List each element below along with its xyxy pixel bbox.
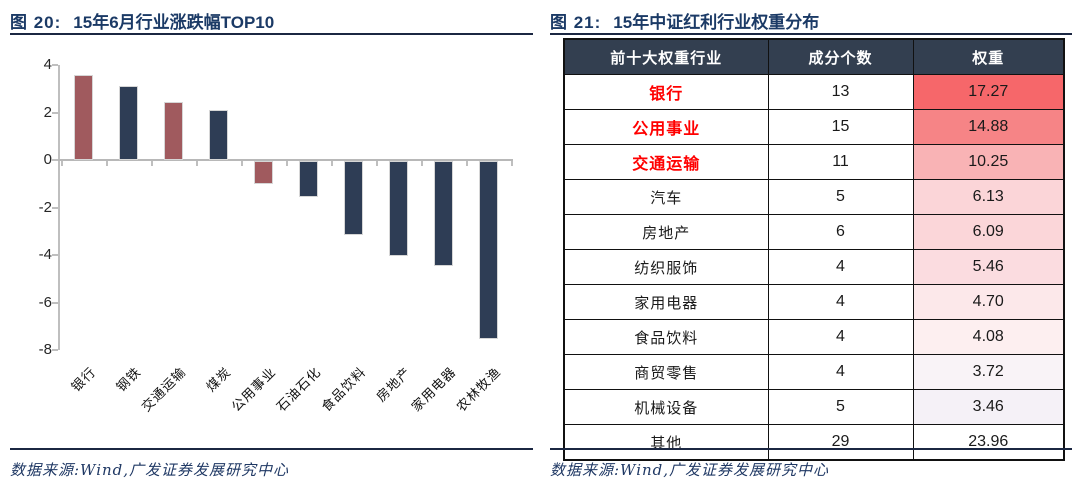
x-axis-tick — [376, 161, 378, 166]
weight-cell: 14.88 — [912, 109, 1065, 145]
y-axis-tick — [52, 64, 58, 66]
y-axis-label: 4 — [43, 56, 52, 73]
figure-21-source-note: 数据来源:Wind,广发证券发展研究中心 — [550, 448, 1072, 480]
y-axis-label: -6 — [38, 293, 52, 311]
table-header-cell: 前十大权重行业 — [563, 38, 769, 75]
figure-20-source-note: 数据来源:Wind,广发证券发展研究中心 — [10, 448, 533, 480]
y-axis-label: -8 — [38, 341, 52, 358]
industry-cell: 交通运输 — [563, 144, 769, 180]
industry-cell: 纺织服饰 — [563, 249, 769, 285]
industry-cell: 食品饮料 — [563, 319, 769, 355]
figure-21-panel: 图 21: 15年中证红利行业权重分布 前十大权重行业 成分个数 权重 银行 13 17… — [550, 8, 1072, 480]
weight-cell: 17.27 — [912, 74, 1065, 110]
industry-cell: 汽车 — [563, 179, 769, 215]
x-axis-tick — [466, 161, 468, 166]
weight-cell: 6.09 — [912, 214, 1065, 250]
y-axis-tick — [52, 206, 58, 209]
figure-21-title-text: 15年中证红利行业权重分布 — [613, 13, 820, 32]
constituent-count-cell: 4 — [767, 354, 914, 390]
industry-cell: 家用电器 — [563, 284, 769, 320]
industry-cell: 房地产 — [563, 214, 769, 250]
industry-cell: 商贸零售 — [563, 354, 769, 390]
table-row: 纺织服饰 4 5.46 — [563, 249, 1065, 285]
y-axis-tick — [52, 111, 58, 114]
x-axis-tick — [331, 161, 333, 166]
y-axis-label: 0 — [43, 151, 52, 168]
figure-21-title: 图 21: 15年中证红利行业权重分布 — [550, 8, 1072, 35]
weight-cell: 6.13 — [912, 179, 1065, 215]
industry-cell: 其他 — [563, 424, 769, 461]
table-row: 汽车 5 6.13 — [563, 179, 1065, 215]
x-axis-tick — [241, 161, 243, 166]
bar-农林牧渔 — [479, 161, 498, 340]
x-axis-tick — [61, 161, 63, 166]
constituent-count-cell: 4 — [767, 249, 914, 285]
constituent-count-cell: 11 — [767, 144, 914, 180]
table-row: 公用事业 15 14.88 — [563, 109, 1065, 145]
x-axis-tick — [106, 161, 108, 166]
bar-钢铁 — [119, 86, 138, 160]
figure-20-title-text: 15年6月行业涨跌幅TOP10 — [73, 13, 275, 32]
weight-cell: 4.08 — [912, 319, 1065, 355]
weight-cell: 3.72 — [912, 354, 1065, 390]
figure-20-panel: 图 20: 15年6月行业涨跌幅TOP10 4 2 0 -2 -4 -6 -8 银行 钢铁 交通运… — [10, 8, 533, 480]
bar-银行 — [74, 74, 93, 160]
y-axis-label: -2 — [38, 198, 52, 216]
bar-交通运输 — [164, 101, 183, 160]
bar-石油石化 — [299, 161, 318, 197]
bar-家用电器 — [434, 161, 453, 266]
constituent-count-cell: 4 — [767, 319, 914, 355]
table-row: 机械设备 5 3.46 — [563, 389, 1065, 425]
x-axis-tick — [151, 161, 153, 166]
weight-cell: 3.46 — [912, 389, 1065, 425]
table-row: 房地产 6 6.09 — [563, 214, 1065, 250]
weight-cell: 23.96 — [912, 424, 1065, 461]
bar-房地产 — [389, 161, 408, 256]
constituent-count-cell: 6 — [767, 214, 914, 250]
constituent-count-cell: 4 — [767, 284, 914, 320]
x-axis-tick — [421, 161, 423, 166]
x-axis — [58, 159, 513, 161]
table-row: 食品饮料 4 4.08 — [563, 319, 1065, 355]
y-axis-label: -4 — [38, 246, 52, 263]
y-axis-tick — [52, 159, 58, 161]
weight-cell: 4.70 — [912, 284, 1065, 320]
constituent-count-cell: 5 — [767, 179, 914, 215]
constituent-count-cell: 29 — [767, 424, 914, 461]
bar-chart: 4 2 0 -2 -4 -6 -8 银行 钢铁 交通运输 煤炭 公用事业 石油石化 食品饮料 房地产 家用电器… — [10, 35, 533, 441]
industry-cell: 公用事业 — [563, 109, 769, 145]
table-header-cell: 权重 — [912, 38, 1065, 75]
constituent-count-cell: 5 — [767, 389, 914, 425]
y-axis-tick — [52, 301, 58, 304]
bar-食品饮料 — [344, 161, 363, 235]
weight-cell: 5.46 — [912, 249, 1065, 285]
y-axis-tick — [52, 254, 58, 256]
y-axis-tick — [52, 349, 58, 351]
table-row: 商贸零售 4 3.72 — [563, 354, 1065, 390]
constituent-count-cell: 13 — [767, 74, 914, 110]
bar-公用事业 — [254, 161, 273, 184]
table-row: 银行 13 17.27 — [563, 74, 1065, 110]
figure-20-title: 图 20: 15年6月行业涨跌幅TOP10 — [10, 8, 533, 35]
table-row: 其他 29 23.96 — [563, 424, 1065, 461]
industry-cell: 银行 — [563, 74, 769, 110]
figure-20-number: 图 20: — [10, 13, 62, 32]
table-header-cell: 成分个数 — [767, 38, 914, 75]
x-axis-tick — [286, 161, 288, 166]
weights-table: 前十大权重行业 成分个数 权重 银行 13 17.27 公用事业 15 14.88 交通运输 11… — [563, 38, 1065, 461]
y-axis — [58, 65, 60, 350]
weight-cell: 10.25 — [912, 144, 1065, 180]
y-axis-label: 2 — [43, 103, 52, 121]
table-row: 交通运输 11 10.25 — [563, 144, 1065, 180]
x-axis-tick — [196, 161, 198, 166]
table-row: 家用电器 4 4.70 — [563, 284, 1065, 320]
industry-cell: 机械设备 — [563, 389, 769, 425]
constituent-count-cell: 15 — [767, 109, 914, 145]
bar-煤炭 — [209, 110, 228, 160]
figure-21-number: 图 21: — [550, 13, 602, 32]
table-header-row: 前十大权重行业 成分个数 权重 — [563, 38, 1065, 75]
x-axis-tick — [511, 161, 513, 166]
